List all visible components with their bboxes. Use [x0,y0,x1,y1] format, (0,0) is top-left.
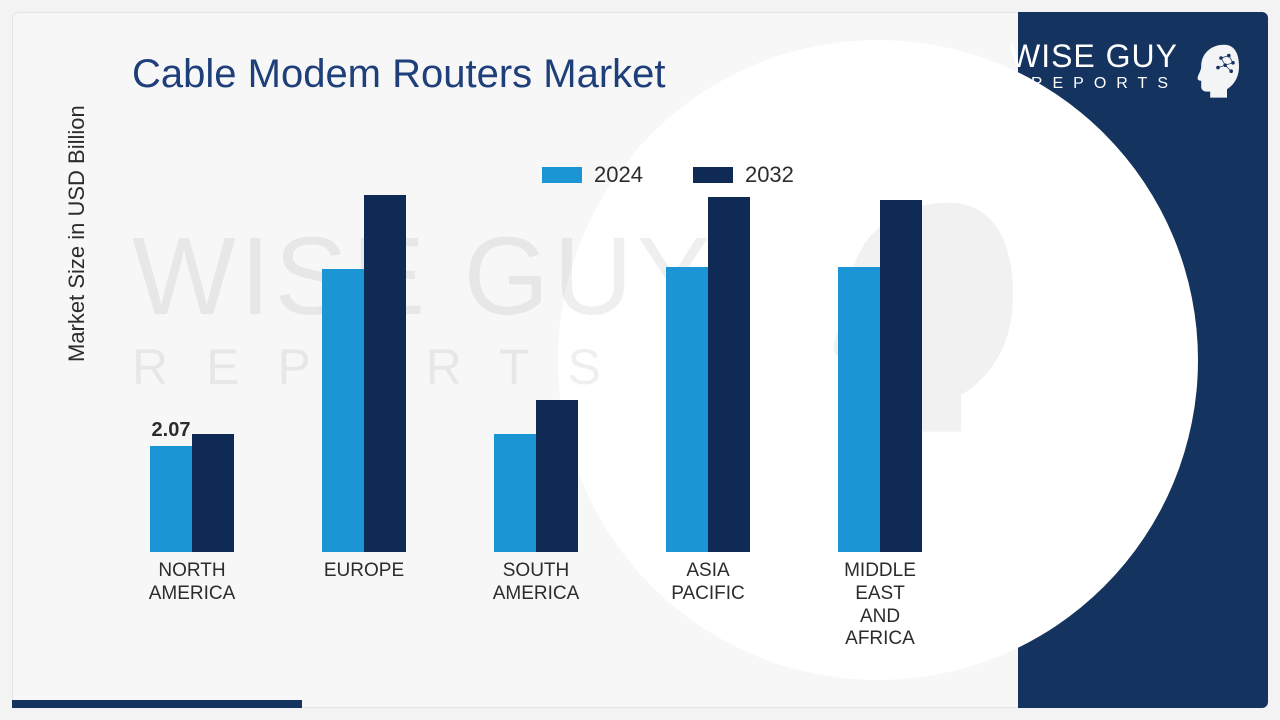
bar-2024 [666,267,708,552]
legend: 2024 2032 [542,162,794,188]
data-label: 2.07 [152,419,191,442]
x-label: EUROPE [294,560,434,583]
legend-item-2032: 2032 [693,162,794,188]
bar-2024 [838,267,880,552]
bar-2024 [322,269,364,552]
x-label: SOUTHAMERICA [466,560,606,606]
bar-group [322,195,406,552]
bar-2032 [536,400,578,552]
legend-item-2024: 2024 [542,162,643,188]
brand-line2: REPORTS [1010,76,1178,92]
bar-2032 [708,197,750,552]
bar-2032 [880,200,922,552]
x-label: MIDDLEEASTANDAFRICA [810,560,950,651]
bar-group [666,197,750,552]
chart-title: Cable Modem Routers Market [132,52,666,97]
x-label: ASIAPACIFIC [638,560,778,606]
bar-2024 [150,446,192,552]
bar-2024 [494,434,536,552]
bar-group [838,200,922,552]
chart-card: Cable Modem Routers Market WISE GUY REPO… [12,12,1268,708]
x-label: NORTHAMERICA [122,560,262,606]
bar-2032 [192,434,234,552]
legend-label-2032: 2032 [745,162,794,188]
legend-swatch-2032 [693,167,733,183]
plot-area: 2.07 [132,192,992,552]
bottom-accent-bar [12,700,302,708]
brand-line1: WISE GUY [1010,40,1178,72]
brand-logo: WISE GUY REPORTS [1010,40,1178,92]
legend-swatch-2024 [542,167,582,183]
bar-2032 [364,195,406,552]
y-axis-label: Market Size in USD Billion [64,105,90,362]
legend-label-2024: 2024 [594,162,643,188]
bar-group [494,400,578,552]
brand-head-icon [1188,40,1248,100]
bar-group [150,434,234,552]
